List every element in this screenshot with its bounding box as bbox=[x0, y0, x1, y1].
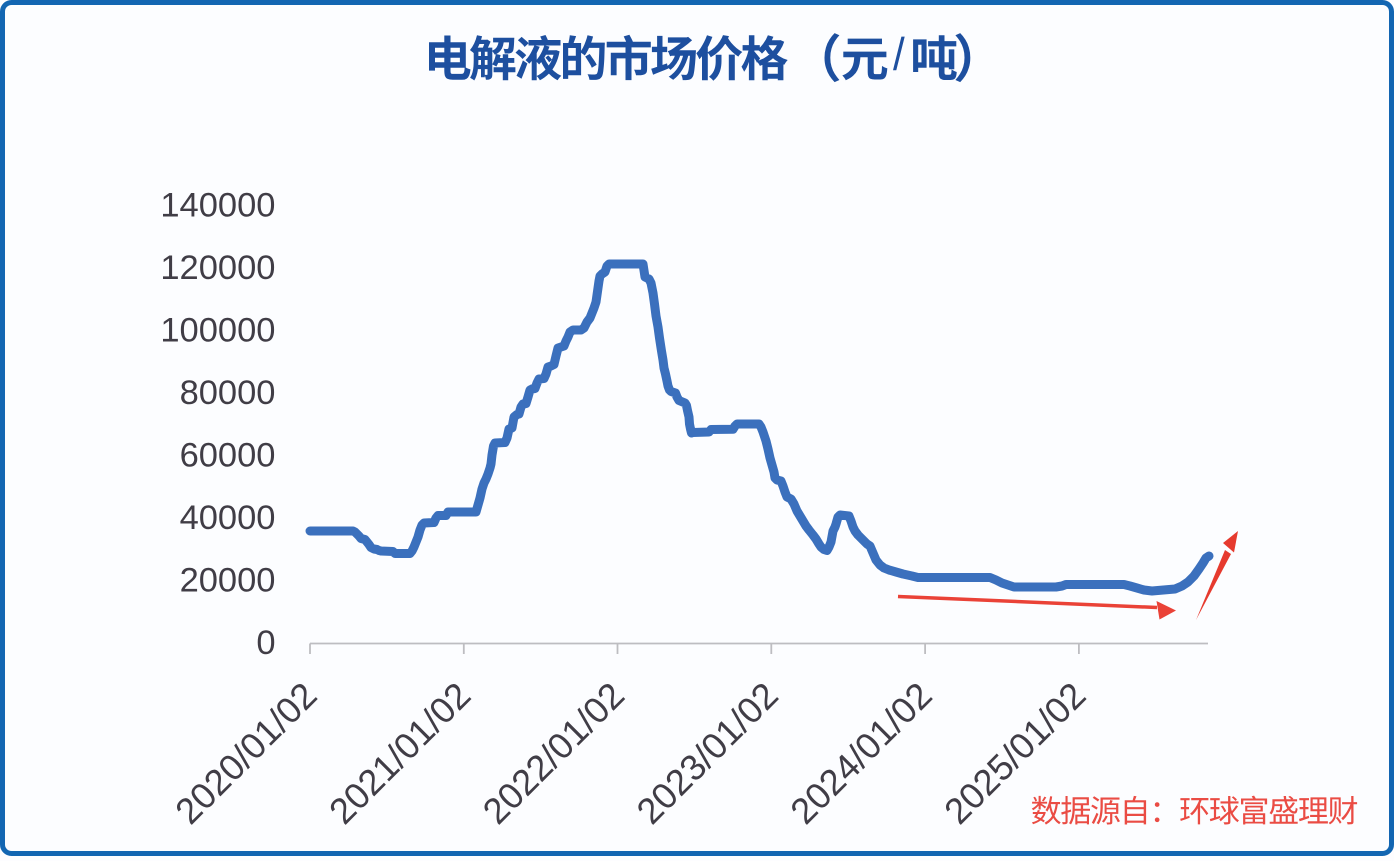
svg-text:0: 0 bbox=[256, 624, 275, 662]
svg-text:120000: 120000 bbox=[160, 249, 275, 287]
svg-text:60000: 60000 bbox=[180, 437, 276, 475]
svg-text:20000: 20000 bbox=[180, 562, 276, 600]
svg-text:40000: 40000 bbox=[180, 499, 276, 537]
svg-text:100000: 100000 bbox=[160, 312, 275, 350]
svg-text:80000: 80000 bbox=[180, 374, 276, 412]
svg-text:140000: 140000 bbox=[160, 187, 275, 225]
